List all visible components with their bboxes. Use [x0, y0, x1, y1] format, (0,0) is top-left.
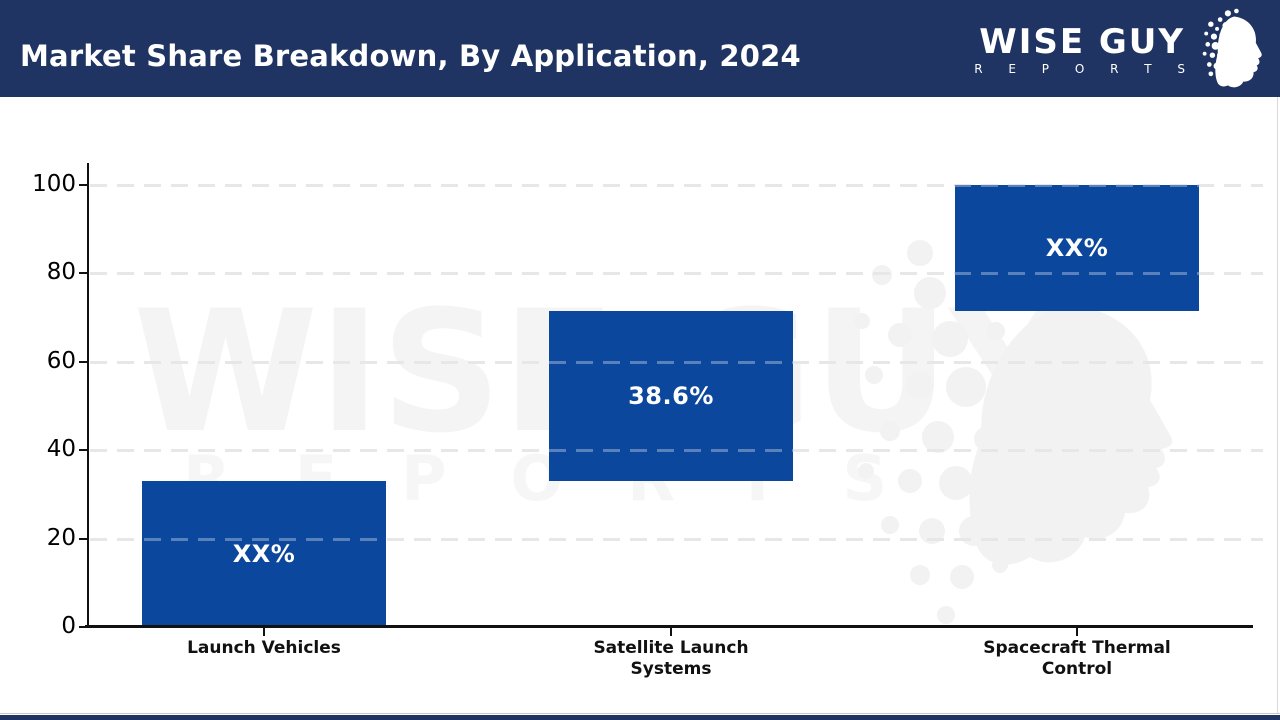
wiseguy-face-icon [1200, 8, 1262, 94]
y-tick-mark [79, 449, 87, 452]
y-axis-line [87, 163, 89, 628]
wiseguy-logo-text: WISE GUY R E P O R T S [968, 22, 1196, 76]
logo-wordmark: WISE GUY [979, 22, 1186, 63]
y-tick-mark [79, 626, 87, 628]
gridline-overlay [90, 449, 1263, 453]
x-tick-mark [670, 628, 672, 636]
bar: 38.6% [549, 310, 793, 482]
bar-value-label: XX% [1045, 233, 1109, 262]
bar-value-label: XX% [232, 540, 296, 569]
footer-bar [0, 715, 1280, 720]
x-category-label: Launch Vehicles [187, 638, 341, 658]
gridline-overlay [90, 272, 1263, 276]
y-tick-mark [79, 272, 87, 275]
gridline-overlay [90, 360, 1263, 364]
y-tick-label: 40 [46, 436, 76, 463]
bar: XX% [142, 481, 386, 627]
y-tick-mark [79, 537, 87, 540]
x-tick-mark [1076, 628, 1078, 636]
x-tick-mark [263, 628, 265, 636]
watermark-face-icon [758, 233, 1180, 669]
gridline-overlay [90, 184, 1263, 187]
bar-value-label: 38.6% [628, 381, 714, 410]
gridline-overlay [90, 537, 1263, 541]
y-tick-label: 0 [61, 613, 76, 639]
page-title: Market Share Breakdown, By Application, … [20, 38, 801, 73]
x-category-label: Spacecraft Thermal Control [983, 638, 1171, 680]
x-axis-line [85, 625, 1253, 628]
chart-bottom-border [0, 713, 1280, 714]
gridline [90, 272, 1263, 276]
wiseguy-logo: WISE GUY R E P O R T S [968, 4, 1262, 94]
y-tick-label: 100 [32, 171, 76, 197]
header: Market Share Breakdown, By Application, … [0, 0, 1280, 97]
chart-right-border [1277, 97, 1278, 714]
y-tick-label: 60 [46, 347, 76, 374]
y-tick-label: 80 [46, 259, 76, 286]
x-category-label: Satellite Launch Systems [593, 638, 749, 680]
y-tick-mark [79, 184, 87, 186]
gridline [90, 537, 1263, 541]
y-tick-label: 20 [46, 524, 76, 551]
bar: XX% [955, 185, 1199, 311]
y-tick-mark [79, 360, 87, 363]
logo-subtitle: R E P O R T S [974, 61, 1196, 76]
gridline [90, 184, 1263, 187]
